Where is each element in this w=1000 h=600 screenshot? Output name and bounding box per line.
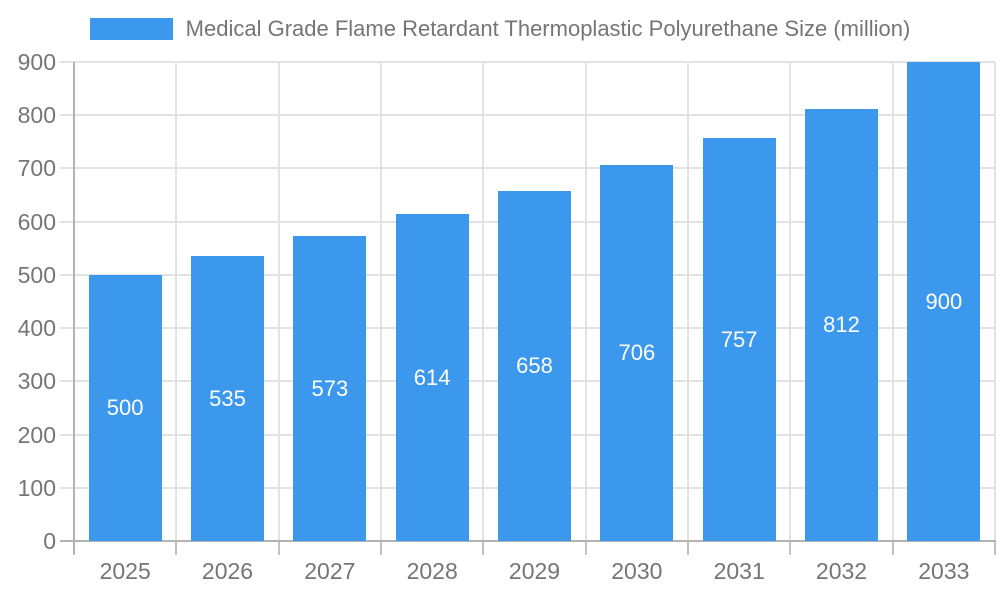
x-axis-label: 2029 [508,558,561,584]
v-gridline [584,62,587,541]
y-axis-tick [60,327,74,330]
y-axis-tick [60,167,74,170]
y-axis-label: 700 [17,155,56,182]
bar-2027[interactable] [293,236,367,541]
v-gridline [994,62,996,541]
x-axis-tick [994,542,996,555]
y-axis-label: 600 [17,208,56,235]
legend-swatch [89,18,173,40]
v-gridline [891,62,894,541]
bar-2029[interactable] [498,190,571,541]
y-axis-tick [60,220,74,223]
bar-value-label: 573 [311,375,349,401]
x-axis-tick [380,542,382,555]
y-axis-label: 300 [17,368,56,395]
x-axis-tick [277,542,280,555]
y-axis-label: 400 [17,315,56,342]
x-axis-label: 2033 [918,558,970,584]
bar-value-label: 900 [925,288,963,314]
bar-value-label: 812 [823,311,860,337]
x-axis-label: 2025 [99,558,151,584]
x-axis-line [73,540,996,542]
x-axis-tick [789,542,792,555]
y-axis-tick [60,433,74,436]
x-axis-tick [175,542,178,555]
bar-value-label: 706 [618,340,656,366]
h-gridline [74,114,995,117]
x-axis-label: 2027 [304,558,356,584]
bar-value-label: 535 [209,385,246,411]
y-axis-label: 100 [17,474,56,501]
x-axis-tick [891,542,894,555]
bar-2026[interactable] [191,256,264,541]
x-axis-label: 2032 [815,558,868,584]
legend[interactable]: Medical Grade Flame Retardant Thermoplas… [0,16,1000,42]
y-axis-line [73,62,75,554]
y-axis-tick [60,540,74,542]
v-gridline [277,62,280,541]
y-axis-tick [60,380,74,383]
bar-2031[interactable] [702,138,776,541]
bar-2025[interactable] [88,274,162,541]
h-gridline [74,167,995,170]
x-axis-label: 2028 [406,558,458,584]
y-axis-tick [60,114,74,117]
v-gridline [789,62,792,541]
bar-2030[interactable] [600,165,674,541]
x-axis-label: 2031 [713,558,765,584]
bar-2033[interactable] [907,62,981,541]
y-axis-label: 500 [17,261,56,288]
bar-value-label: 658 [516,352,553,378]
bar-value-label: 500 [106,394,144,420]
x-axis-label: 2026 [201,558,254,584]
v-gridline [482,62,485,541]
x-axis-tick [482,542,485,555]
x-axis-label: 2030 [611,558,663,584]
y-axis-tick [60,61,74,63]
v-gridline [380,62,382,541]
y-axis-tick [60,486,74,489]
y-axis-tick [60,273,74,276]
y-axis-label: 200 [17,421,56,448]
y-axis-label: 900 [17,49,56,75]
h-gridline [74,61,995,63]
bar-value-label: 757 [720,326,758,352]
v-gridline [687,62,689,541]
x-axis-tick [584,542,587,555]
bar-2032[interactable] [805,108,878,541]
y-axis-label: 0 [43,528,56,554]
v-gridline [175,62,178,541]
bar-2028[interactable] [395,214,469,541]
y-axis-label: 800 [17,102,56,129]
bar-value-label: 614 [413,364,451,390]
legend-label: Medical Grade Flame Retardant Thermoplas… [185,16,911,41]
x-axis-tick [687,542,689,555]
